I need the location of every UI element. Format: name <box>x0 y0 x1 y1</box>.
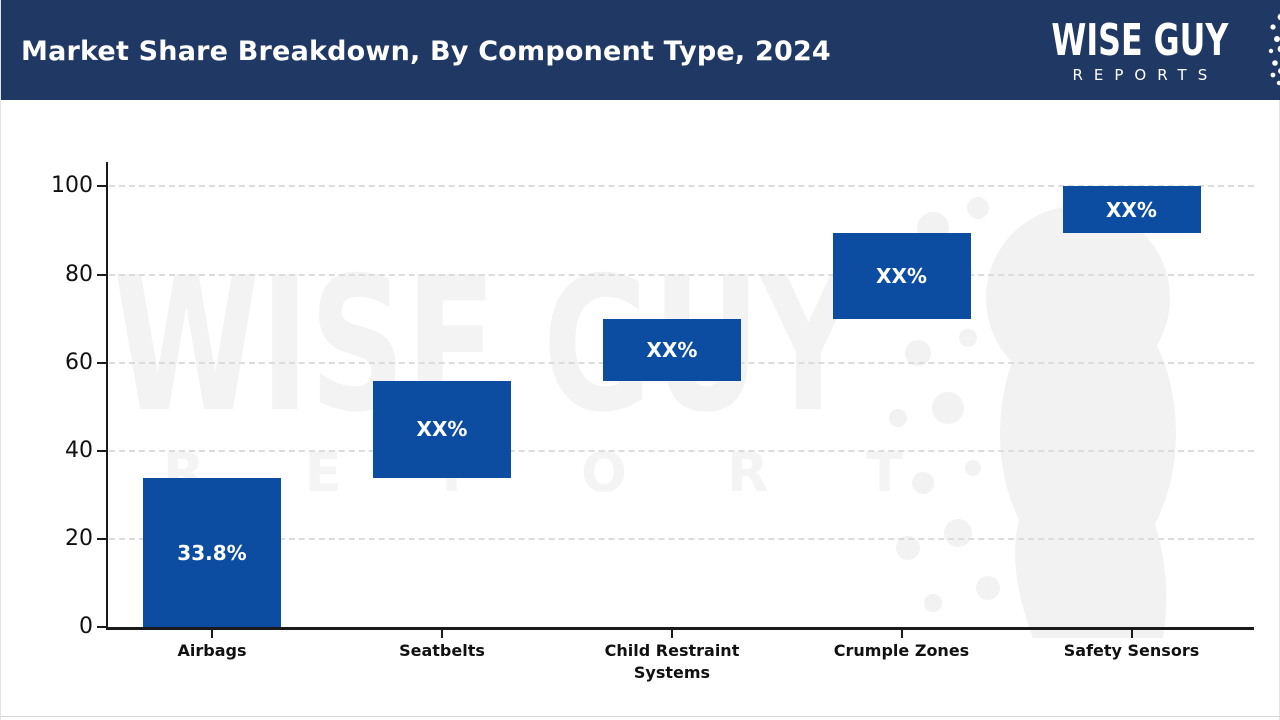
watermark-subtext: REPORTS <box>163 441 1142 504</box>
logo-face-icon <box>1268 13 1280 86</box>
brand-name: WISE GUY <box>1051 14 1229 66</box>
bar-2: XX% <box>603 318 741 381</box>
y-tick-mark-100 <box>97 185 106 188</box>
page-title: Market Share Breakdown, By Component Typ… <box>21 36 831 67</box>
x-category-label-2: Child Restraint Systems <box>604 641 740 682</box>
brand-logo-text: WISE GUY REPORTS <box>1017 14 1263 84</box>
gridline-80 <box>109 273 1254 276</box>
gridline-20 <box>109 537 1254 540</box>
y-tick-mark-80 <box>97 273 106 276</box>
y-tick-mark-40 <box>97 449 106 452</box>
footer-divider <box>1 716 1280 717</box>
bar-value-label: 33.8% <box>177 540 247 565</box>
bar-value-label: XX% <box>416 417 468 442</box>
x-category-label-0: Airbags <box>177 641 247 660</box>
bar-value-label: XX% <box>1106 197 1157 222</box>
x-tick-mark-2 <box>671 630 673 638</box>
y-tick-label-80: 80 <box>65 261 93 287</box>
gridline-100 <box>109 185 1254 188</box>
y-tick-mark-0 <box>97 626 106 628</box>
x-category-label-1: Seatbelts <box>399 641 485 660</box>
y-tick-mark-20 <box>97 537 106 540</box>
y-tick-label-0: 0 <box>79 614 93 639</box>
bar-0: 33.8% <box>143 478 281 627</box>
header: Market Share Breakdown, By Component Typ… <box>1 0 1280 100</box>
y-tick-label-20: 20 <box>65 525 93 551</box>
y-tick-label-60: 60 <box>65 349 93 375</box>
y-tick-mark-60 <box>97 361 106 364</box>
x-category-label-4: Safety Sensors <box>1063 641 1200 660</box>
brand-logo: WISE GUY REPORTS <box>1017 8 1280 94</box>
bar-1: XX% <box>373 380 511 479</box>
bar-value-label: XX% <box>646 337 698 362</box>
x-tick-mark-1 <box>441 630 443 638</box>
x-category-label-3: Crumple Zones <box>833 641 970 660</box>
bar-3: XX% <box>832 232 971 319</box>
x-tick-mark-3 <box>900 630 903 638</box>
y-tick-label-100: 100 <box>51 173 93 199</box>
y-axis-line <box>106 162 108 630</box>
bar-value-label: XX% <box>876 263 927 288</box>
bar-4: XX% <box>1062 186 1201 233</box>
y-tick-label-40: 40 <box>65 437 93 463</box>
x-axis-line <box>106 627 1254 630</box>
x-tick-mark-4 <box>1130 630 1133 638</box>
brand-subname: REPORTS <box>1072 65 1219 84</box>
gridline-40 <box>109 449 1254 452</box>
x-tick-mark-0 <box>211 630 213 638</box>
